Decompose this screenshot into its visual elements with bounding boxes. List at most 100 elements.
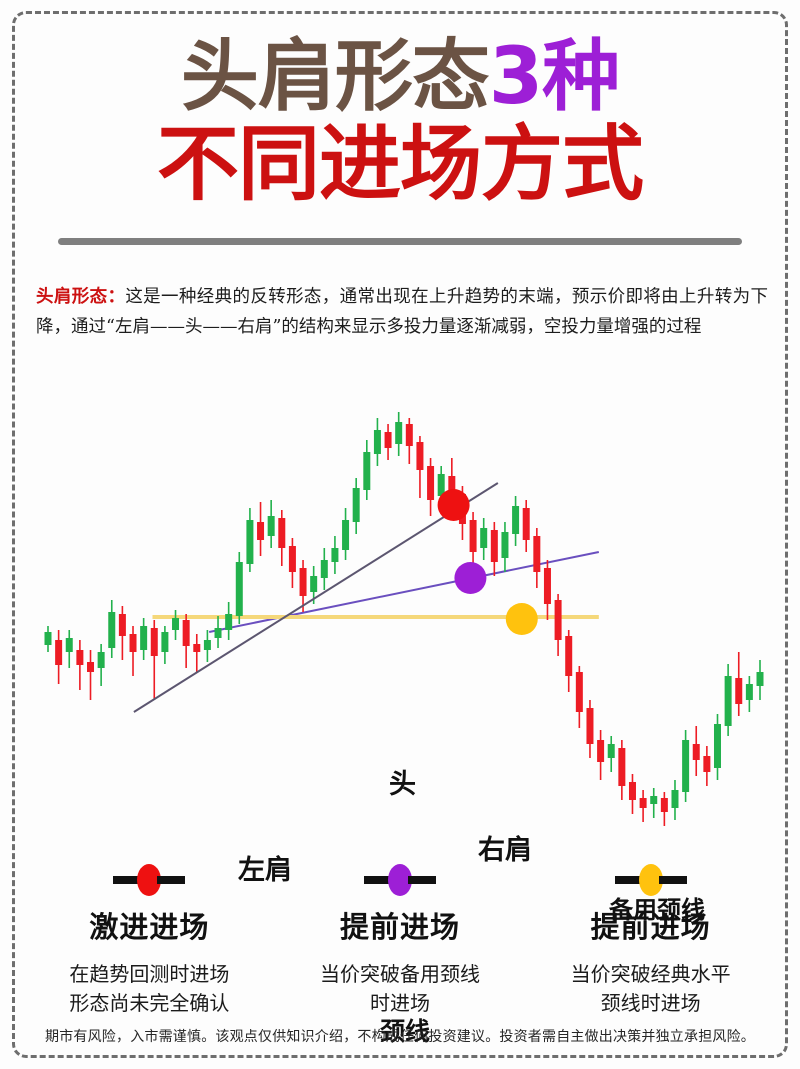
candle-body <box>735 678 743 704</box>
chart-label-left-shoulder: 左肩 <box>238 855 292 886</box>
candle-body <box>437 474 445 496</box>
legend-description-line-2: 颈线时进场 <box>600 991 701 1015</box>
candle-body <box>565 636 573 676</box>
candle-body <box>416 442 424 470</box>
candle-body <box>618 748 626 786</box>
disclaimer-text: 期市有风险，入市需谨慎。该观点仅供知识介绍，不构成任何投资建议。投资者需自主做出… <box>45 1029 755 1045</box>
candle-body <box>65 638 73 652</box>
legend-title: 提前进场 <box>590 910 711 944</box>
candle-body <box>682 740 690 792</box>
candle-body <box>543 568 551 604</box>
intro-paragraph: 头肩形态：这是一种经典的反转形态，通常出现在上升趋势的末端，预示价即将由上升转为… <box>36 282 768 342</box>
candle-body <box>225 614 233 630</box>
candle-body <box>203 640 211 650</box>
candle-body <box>172 618 180 630</box>
legend-bar-left <box>113 876 142 884</box>
candle-body <box>373 430 381 454</box>
candle-body <box>235 562 243 616</box>
candle-body <box>108 612 116 648</box>
candle-body <box>182 620 190 646</box>
chart-label-neckline: 颈线 <box>380 1017 431 1046</box>
candle-body <box>267 516 275 536</box>
title-line-2: 不同进场方式 <box>156 117 644 212</box>
candle-body <box>671 790 679 808</box>
candle-body <box>586 708 594 744</box>
candle-body <box>150 628 158 656</box>
candle-body <box>512 506 520 534</box>
candle-body <box>299 568 307 596</box>
legend-title: 激进进场 <box>89 910 210 944</box>
intro-body: 这是一种经典的反转形态，通常出现在上升趋势的末端，预示价即将由上升转为下降，通过… <box>36 287 768 337</box>
candle-body <box>44 632 52 645</box>
alt-neckline-break-marker <box>454 562 487 594</box>
candle-body <box>246 520 254 564</box>
candle-body <box>384 432 392 448</box>
entry-marker-layer <box>437 489 538 635</box>
legend-description-line-1: 当价突破备用颈线 <box>320 962 480 986</box>
entry-method-legend: 激进进场 在趋势回测时进场 形态尚未完全确认 提前进场 当价突破备用颈线 时进场 提前进场当… <box>24 862 776 1018</box>
candle-body <box>342 520 350 550</box>
aggressive-entry-marker <box>437 489 470 521</box>
candle-body <box>522 508 530 540</box>
legend-description: 当价突破备用颈线 时进场 <box>275 960 526 1018</box>
purple-dot-legend-marker <box>275 862 526 898</box>
candle-body <box>745 684 753 700</box>
candle-body <box>597 740 605 762</box>
yellow-dot-legend-marker <box>525 862 776 898</box>
candle-body <box>490 530 498 562</box>
legend-description: 在趋势回测时进场 形态尚未完全确认 <box>24 960 275 1018</box>
title-divider-rule <box>58 238 742 245</box>
legend-item: 激进进场在趋势回测时进场 形态尚未完全确认 <box>24 862 275 1018</box>
candle-body <box>193 644 201 652</box>
candle-body <box>628 782 636 800</box>
candle-body <box>161 632 169 652</box>
candle-body <box>118 614 126 636</box>
alternate-neckline <box>208 551 600 633</box>
candle-body <box>320 560 328 578</box>
candle-body <box>448 476 456 498</box>
legend-bar-left <box>614 876 643 884</box>
candlestick-chart: 头 左肩 右肩 备用颈线 颈线 <box>0 380 800 1046</box>
candle-body <box>480 528 488 548</box>
candle-body <box>97 652 105 668</box>
candle-body <box>533 536 541 572</box>
chart-label-head: 头 <box>389 769 416 800</box>
chart-canvas <box>44 412 764 826</box>
candle-body <box>469 520 477 552</box>
candle-body <box>660 798 668 812</box>
candle-body <box>395 422 403 444</box>
candle-body <box>288 546 296 572</box>
candle-body <box>87 662 95 672</box>
chart-label-right-shoulder: 右肩 <box>478 835 532 866</box>
candle-body <box>703 756 711 772</box>
candle-body <box>310 576 318 592</box>
legend-bar-right <box>157 876 186 884</box>
chart-label-alt-neckline: 备用颈线 <box>609 896 705 924</box>
candle-body <box>352 488 360 522</box>
candle-body <box>501 532 509 558</box>
red-dot-legend-marker <box>24 862 275 898</box>
candle-body <box>692 744 700 760</box>
candle-body <box>55 640 63 665</box>
legend-description-line-2: 时进场 <box>370 991 430 1015</box>
candle-body <box>405 424 413 446</box>
candle-layer <box>44 412 764 826</box>
legend-bar-right <box>408 876 436 884</box>
candle-body <box>427 466 435 500</box>
candle-body <box>724 676 732 726</box>
candle-body <box>140 626 148 650</box>
legend-item: 提前进场当价突破经典水平 颈线时进场 <box>525 862 776 1018</box>
title-block: 头肩形态3种 不同进场方式 <box>0 38 800 206</box>
candle-body <box>278 518 286 548</box>
candle-body <box>639 798 647 808</box>
title-line-1: 头肩形态3种 <box>0 38 800 116</box>
candle-body <box>713 724 721 768</box>
candle-body <box>607 744 615 758</box>
candle-body <box>363 452 371 490</box>
legend-description: 当价突破经典水平 颈线时进场 <box>525 960 776 1018</box>
candle-body <box>129 634 137 652</box>
legend-bar-right <box>658 876 687 884</box>
legend-description-line-2: 形态尚未完全确认 <box>69 991 230 1015</box>
candle-body <box>257 522 265 540</box>
